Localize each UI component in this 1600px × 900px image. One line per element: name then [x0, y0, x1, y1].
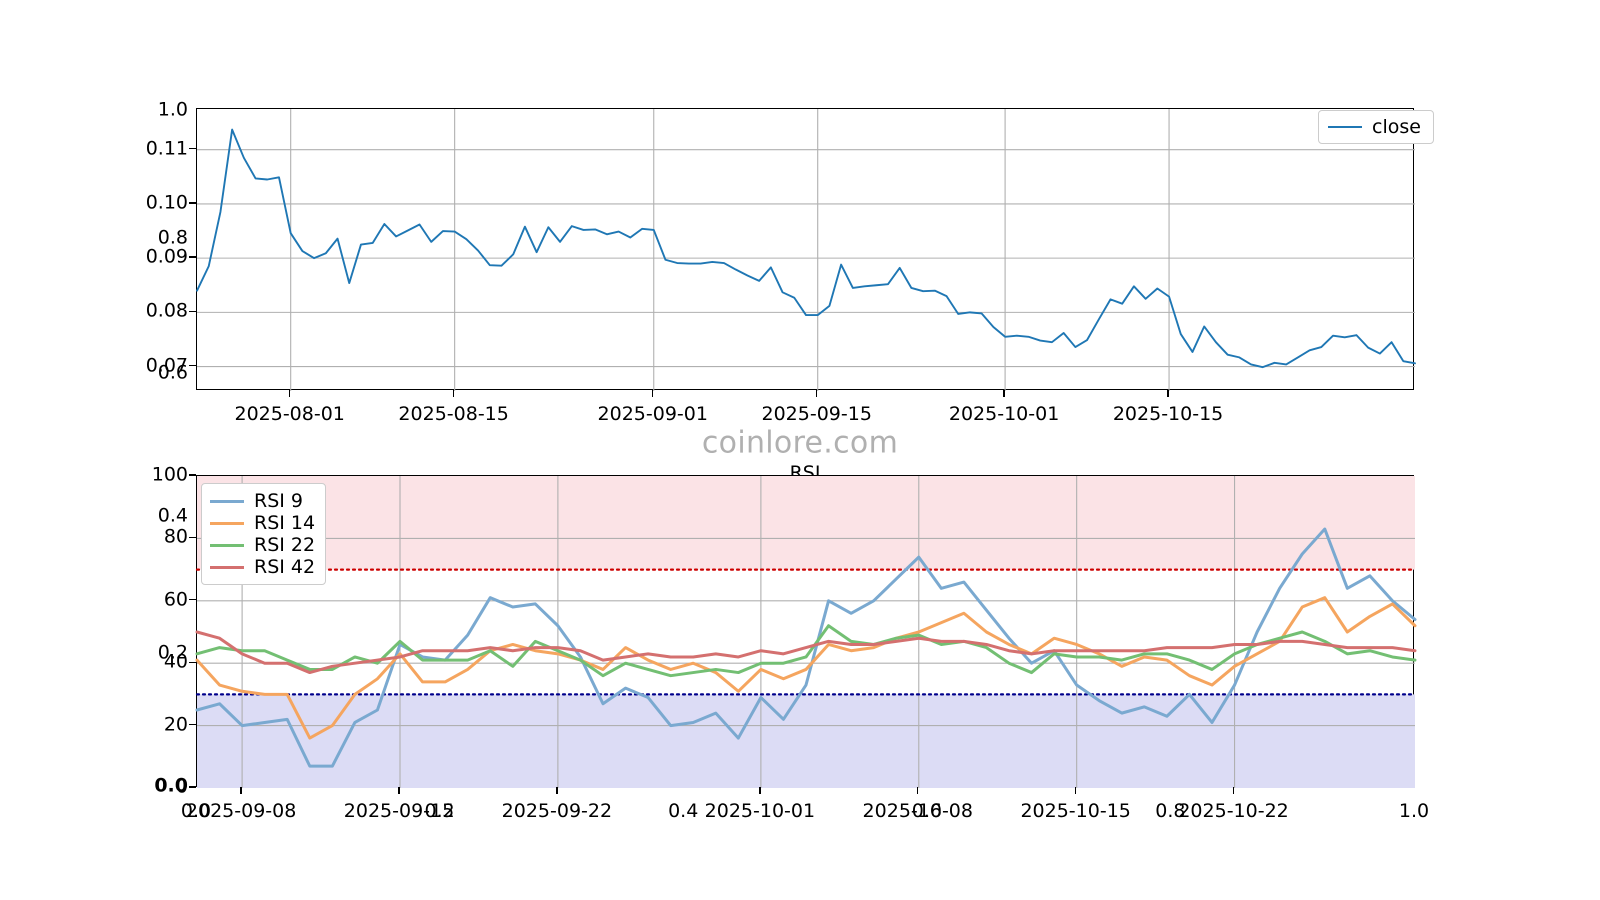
price-ytick-label-0: 0.11 — [145, 137, 188, 160]
rsi-xtick-label-4: 2025-10-08 — [862, 800, 973, 822]
rsi-ytick-mark — [189, 474, 196, 476]
close-price-line — [196, 128, 1416, 369]
rsi-overlay-xtick-label-0: 0.0 — [180, 800, 212, 822]
rsi-xtick-mark — [759, 787, 761, 794]
rsi-xtick-mark — [1074, 787, 1077, 794]
price-xtick-mark — [816, 390, 818, 397]
price-xtick-mark — [288, 390, 291, 397]
rsi-ytick-label-1: 80 — [163, 525, 188, 548]
rsi-ytick-mark — [189, 786, 196, 788]
rsi-legend-item-3: RSI 42 — [210, 556, 315, 578]
price-ytick-label-1: 0.10 — [145, 191, 188, 214]
rsi-overlay-xtick-label-1: 0.2 — [424, 800, 455, 822]
rsi-overlay-xtick-label-2: 0.4 — [668, 800, 699, 822]
price-xtick-mark — [452, 390, 455, 397]
rsi-series-line-rsi-22 — [195, 624, 1417, 678]
price-ytick-mark — [189, 364, 196, 367]
rsi-ytick-mark — [189, 723, 196, 726]
price-overlay-ytick-label-1: 0.8 — [157, 226, 188, 249]
rsi-panel — [195, 475, 1417, 788]
price-xtick-label-0: 2025-08-01 — [234, 403, 345, 425]
price-ytick-mark — [189, 310, 196, 313]
rsi-ytick-label-2: 60 — [163, 588, 188, 611]
price-ytick-label-2: 0.09 — [145, 245, 188, 268]
rsi-series-line-rsi-9 — [195, 527, 1417, 768]
rsi-overlay-ytick-label-0: 0.4 — [157, 504, 188, 527]
price-xtick-label-1: 2025-08-15 — [398, 403, 509, 425]
rsi-legend: RSI 9 RSI 14 RSI 22 RSI 42 — [201, 483, 327, 585]
rsi-ytick-label-5: 0 — [175, 775, 188, 798]
rsi-xtick-label-0: 2025-09-08 — [185, 800, 297, 822]
rsi-legend-item-2: RSI 22 — [210, 534, 315, 556]
rsi-legend-item-0: RSI 9 — [210, 490, 315, 512]
rsi-xtick-label-6: 2025-10-22 — [1178, 800, 1289, 822]
rsi-legend-swatch-3 — [210, 565, 244, 569]
rsi-legend-swatch-2 — [210, 543, 244, 547]
rsi-legend-swatch-0 — [210, 499, 244, 503]
rsi-xtick-label-5: 2025-10-15 — [1020, 800, 1131, 822]
rsi-ytick-label-0: 100 — [151, 463, 188, 486]
rsi-plot-area — [195, 476, 1417, 788]
rsi-legend-swatch-1 — [210, 521, 244, 525]
rsi-overlay-xtick-label-3: 0.6 — [911, 800, 942, 822]
rsi-series-line-rsi-42 — [195, 630, 1417, 675]
rsi-overlay-xtick-label-5: 1.0 — [1398, 800, 1430, 822]
rsi-xtick-mark — [556, 787, 558, 794]
rsi-overlay-xtick-label-4: 0.8 — [1155, 800, 1186, 822]
rsi-series-line-rsi-14 — [195, 596, 1417, 740]
rsi-ytick-label-3: 40 — [163, 650, 188, 673]
price-ytick-mark — [189, 202, 196, 204]
price-xtick-label-3: 2025-09-15 — [761, 403, 872, 425]
rsi-legend-label-2: RSI 22 — [254, 534, 316, 556]
price-ytick-label-3: 0.08 — [145, 299, 188, 322]
price-xtick-mark — [1003, 390, 1005, 397]
rsi-xtick-mark — [240, 787, 242, 794]
rsi-legend-item-1: RSI 14 — [210, 512, 315, 534]
price-overlay-ytick-label-0: 1.0 — [157, 98, 188, 121]
rsi-legend-label-1: RSI 14 — [254, 512, 316, 534]
watermark: coinlore.com — [701, 425, 899, 461]
price-xtick-mark — [1167, 390, 1169, 397]
price-ytick-label-4: 0.07 — [145, 354, 188, 377]
price-legend-label-0: close — [1372, 116, 1421, 138]
price-legend: close — [1318, 110, 1434, 144]
rsi-ytick-mark — [189, 661, 196, 663]
rsi-ytick-mark — [189, 599, 196, 601]
oversold-band — [197, 694, 1415, 788]
rsi-xtick-label-3: 2025-10-01 — [704, 800, 816, 822]
rsi-legend-label-0: RSI 9 — [254, 490, 303, 512]
price-ytick-mark — [189, 256, 196, 258]
rsi-ytick-mark — [189, 536, 196, 539]
price-xtick-label-4: 2025-10-01 — [948, 403, 1060, 425]
overbought-band — [197, 476, 1415, 570]
rsi-legend-label-3: RSI 42 — [254, 556, 316, 578]
price-xtick-label-5: 2025-10-15 — [1112, 403, 1224, 425]
price-plot-area — [196, 109, 1416, 391]
price-overlay-ytick-label-2: 0.6 — [157, 361, 188, 384]
price-ytick-mark — [189, 147, 196, 150]
price-panel — [196, 108, 1416, 391]
price-legend-item-0: close — [1328, 116, 1421, 138]
rsi-xtick-label-1: 2025-09-15 — [343, 800, 455, 822]
rsi-xtick-mark — [398, 787, 400, 794]
rsi-ytick-label-4: 20 — [163, 713, 188, 736]
price-xtick-label-2: 2025-09-01 — [597, 403, 708, 425]
rsi-overlay-ytick-label-1: 0.2 — [157, 641, 188, 664]
rsi-overlay-ytick-label-2: 0.0 — [154, 774, 188, 797]
price-legend-swatch-0 — [1328, 126, 1362, 128]
price-xtick-mark — [652, 390, 654, 397]
rsi-xtick-mark — [917, 787, 919, 794]
rsi-xtick-mark — [1232, 787, 1235, 794]
rsi-xtick-label-2: 2025-09-22 — [501, 800, 613, 822]
